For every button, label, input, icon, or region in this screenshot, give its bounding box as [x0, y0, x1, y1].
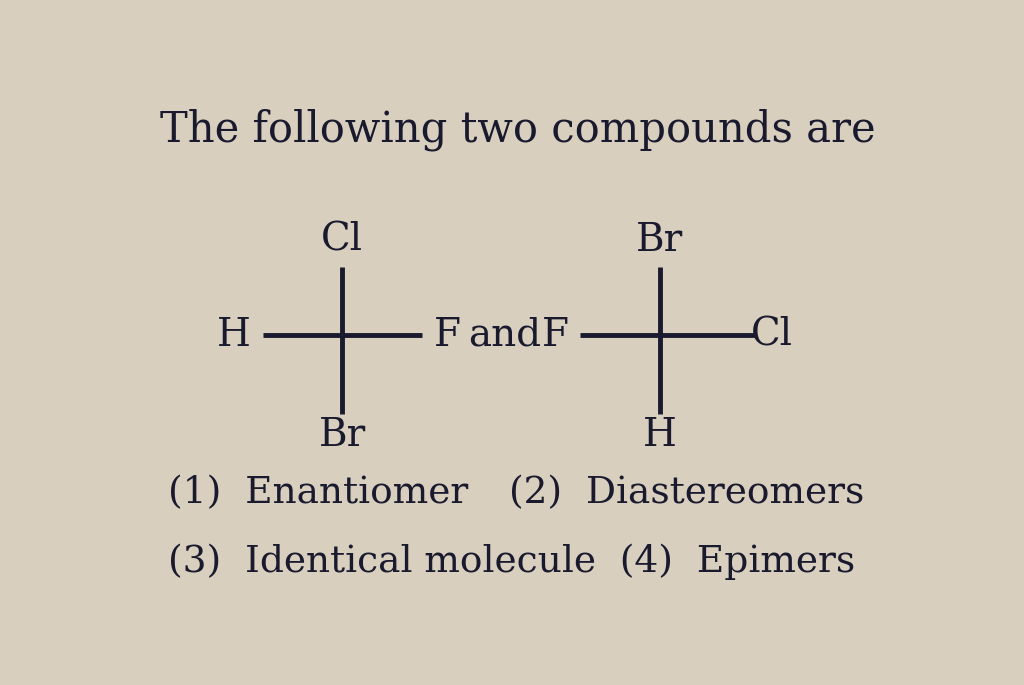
Text: Br: Br: [636, 222, 683, 259]
Text: F: F: [433, 317, 461, 354]
Text: (3)  Identical molecule  (4)  Epimers: (3) Identical molecule (4) Epimers: [168, 544, 855, 580]
Text: (1)  Enantiomer: (1) Enantiomer: [168, 475, 468, 512]
Text: H: H: [643, 417, 677, 454]
Text: F: F: [542, 317, 568, 354]
Text: The following two compounds are: The following two compounds are: [160, 109, 876, 151]
Text: Cl: Cl: [322, 222, 364, 259]
Text: Cl: Cl: [751, 317, 793, 354]
Text: (2)  Diastereomers: (2) Diastereomers: [509, 475, 864, 512]
Text: H: H: [217, 317, 251, 354]
Text: Br: Br: [318, 417, 366, 454]
Text: and: and: [468, 317, 542, 354]
